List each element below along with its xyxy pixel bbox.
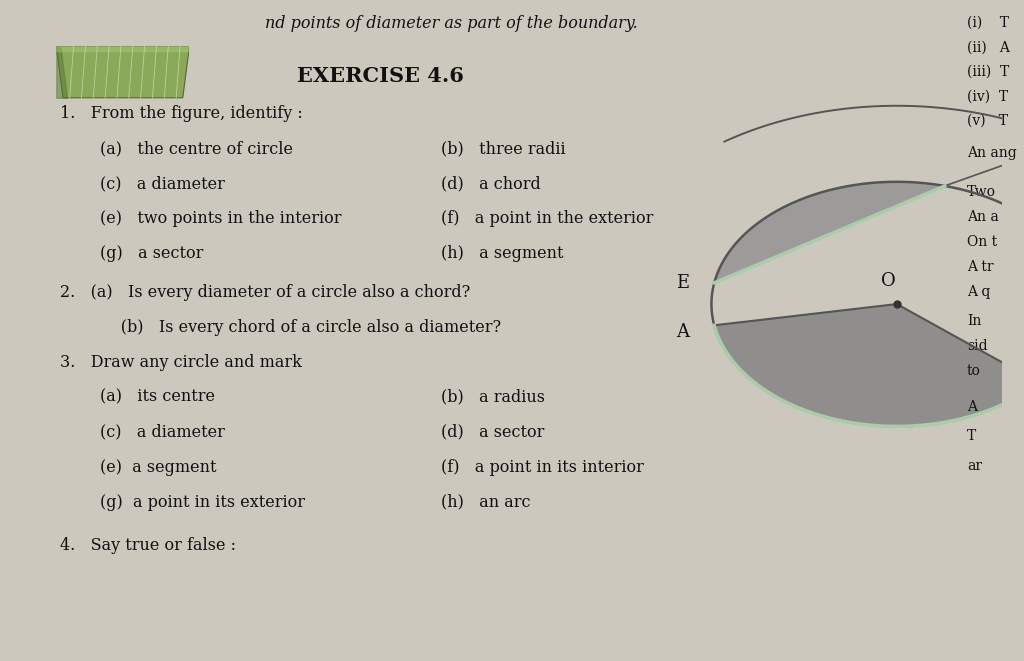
Text: (h)   an arc: (h) an arc bbox=[441, 494, 530, 511]
Text: (c)   a diameter: (c) a diameter bbox=[100, 424, 225, 441]
Text: 3.   Draw any circle and mark: 3. Draw any circle and mark bbox=[60, 354, 302, 371]
Text: (d)   a chord: (d) a chord bbox=[441, 175, 541, 192]
Text: (b)   three radii: (b) three radii bbox=[441, 140, 565, 157]
Text: 4.   Say true or false :: 4. Say true or false : bbox=[60, 537, 237, 554]
Text: E: E bbox=[676, 274, 689, 292]
Text: (h)   a segment: (h) a segment bbox=[441, 245, 563, 262]
Text: (iii)  T: (iii) T bbox=[967, 65, 1010, 79]
Text: (i)    T: (i) T bbox=[967, 16, 1009, 30]
Polygon shape bbox=[715, 304, 1024, 426]
Text: (v)   T: (v) T bbox=[967, 114, 1008, 128]
Polygon shape bbox=[715, 182, 945, 283]
Text: (iv)  T: (iv) T bbox=[967, 89, 1008, 104]
Text: (e)  a segment: (e) a segment bbox=[100, 459, 217, 476]
Text: O: O bbox=[882, 272, 896, 290]
Text: (g)  a point in its exterior: (g) a point in its exterior bbox=[100, 494, 305, 511]
Text: (f)   a point in its interior: (f) a point in its interior bbox=[441, 459, 644, 476]
Text: An a: An a bbox=[967, 210, 998, 224]
Text: 2.   (a)   Is every diameter of a circle also a chord?: 2. (a) Is every diameter of a circle als… bbox=[60, 284, 470, 301]
Text: Two: Two bbox=[967, 184, 996, 199]
Text: EXERCISE 4.6: EXERCISE 4.6 bbox=[297, 66, 464, 86]
Text: nd points of diameter as part of the boundary.: nd points of diameter as part of the bou… bbox=[264, 15, 637, 32]
Text: 1.   From the figure, identify :: 1. From the figure, identify : bbox=[60, 105, 303, 122]
Text: (a)   its centre: (a) its centre bbox=[100, 389, 215, 406]
Polygon shape bbox=[56, 46, 189, 98]
Text: (ii)   A: (ii) A bbox=[967, 40, 1010, 55]
Text: An ang: An ang bbox=[967, 146, 1017, 161]
Text: (c)   a diameter: (c) a diameter bbox=[100, 175, 225, 192]
Text: T: T bbox=[967, 429, 976, 444]
Text: sid: sid bbox=[967, 339, 987, 354]
Text: (b)   a radius: (b) a radius bbox=[441, 389, 545, 406]
Text: (g)   a sector: (g) a sector bbox=[100, 245, 204, 262]
Text: A: A bbox=[676, 323, 689, 341]
Text: In: In bbox=[967, 314, 981, 329]
Text: (d)   a sector: (d) a sector bbox=[441, 424, 545, 441]
Text: ar: ar bbox=[967, 459, 982, 473]
Text: (f)   a point in the exterior: (f) a point in the exterior bbox=[441, 210, 653, 227]
Text: A tr: A tr bbox=[967, 260, 993, 274]
Text: A: A bbox=[967, 399, 977, 414]
Text: (b)   Is every chord of a circle also a diameter?: (b) Is every chord of a circle also a di… bbox=[90, 319, 502, 336]
Text: On t: On t bbox=[967, 235, 997, 249]
Text: (a)   the centre of circle: (a) the centre of circle bbox=[100, 140, 293, 157]
Text: A q: A q bbox=[967, 285, 990, 299]
Text: (e)   two points in the interior: (e) two points in the interior bbox=[100, 210, 342, 227]
Text: to: to bbox=[967, 364, 981, 379]
